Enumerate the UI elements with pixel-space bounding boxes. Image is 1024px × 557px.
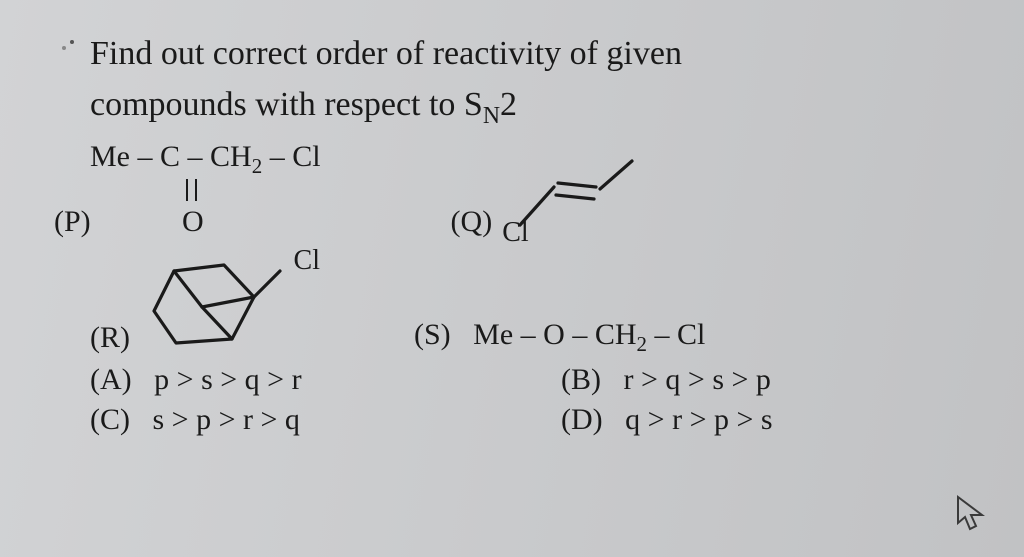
answer-options: (A) p > s > q > r (B) r > q > s > p (C) … bbox=[90, 363, 910, 437]
structure-Q: (Q) Cl bbox=[451, 151, 651, 241]
S-formula-sub: 2 bbox=[637, 332, 648, 356]
prompt-line2-prefix: compounds with respect to S bbox=[90, 86, 483, 123]
option-B-label: (B) bbox=[561, 363, 601, 396]
prompt-line1: Find out correct order of reactivity of … bbox=[90, 35, 682, 72]
prompt-sub: N bbox=[483, 103, 500, 129]
option-A-label: (A) bbox=[90, 363, 132, 396]
question-prompt: Find out correct order of reactivity of … bbox=[90, 28, 964, 134]
S-formula-a: Me – O – CH bbox=[473, 318, 636, 351]
S-formula-b: – Cl bbox=[647, 318, 705, 351]
option-A-text: p > s > q > r bbox=[154, 363, 301, 396]
option-D-text: q > r > p > s bbox=[625, 403, 772, 436]
option-D-label: (D) bbox=[561, 403, 603, 436]
structure-P-label: (P) bbox=[54, 205, 91, 240]
bullet-dot bbox=[70, 40, 74, 44]
P-double-bond bbox=[186, 179, 197, 201]
structure-S: (S) Me – O – CH2 – Cl bbox=[414, 318, 964, 357]
structure-R-skeleton bbox=[124, 241, 294, 361]
P-top-row: Me – C – CH bbox=[90, 140, 252, 173]
option-C-text: s > p > r > q bbox=[153, 403, 300, 436]
structures-row-1: Me – C – CH2 – Cl (P) O (Q) bbox=[90, 140, 964, 239]
R-Cl: Cl bbox=[294, 245, 320, 277]
prompt-line2-suffix: 2 bbox=[500, 86, 517, 123]
structure-P-formula: Me – C – CH2 – Cl (P) O bbox=[90, 140, 321, 239]
option-C-label: (C) bbox=[90, 403, 130, 436]
P-oxygen: O bbox=[182, 205, 204, 238]
option-B[interactable]: (B) r > q > s > p bbox=[535, 363, 910, 397]
structure-S-label: (S) bbox=[414, 318, 451, 351]
P-top-tail: – Cl bbox=[262, 140, 320, 173]
option-B-text: r > q > s > p bbox=[624, 363, 771, 396]
option-D[interactable]: (D) q > r > p > s bbox=[535, 403, 910, 437]
structures-row-2: (R) Cl (S) Me – O – CH2 – Cl bbox=[90, 241, 964, 361]
option-A[interactable]: (A) p > s > q > r bbox=[90, 363, 465, 397]
P-top-sub: 2 bbox=[252, 154, 263, 178]
question-page: Find out correct order of reactivity of … bbox=[0, 0, 1024, 557]
structure-S-and-options-right: (S) Me – O – CH2 – Cl bbox=[414, 318, 964, 361]
structure-Q-label: (Q) bbox=[451, 205, 493, 239]
structure-R: (R) Cl bbox=[90, 241, 294, 361]
Q-Cl: Cl bbox=[502, 217, 528, 249]
option-C[interactable]: (C) s > p > r > q bbox=[90, 403, 465, 437]
structure-P: Me – C – CH2 – Cl (P) O bbox=[90, 140, 321, 239]
cursor-icon bbox=[954, 493, 988, 533]
